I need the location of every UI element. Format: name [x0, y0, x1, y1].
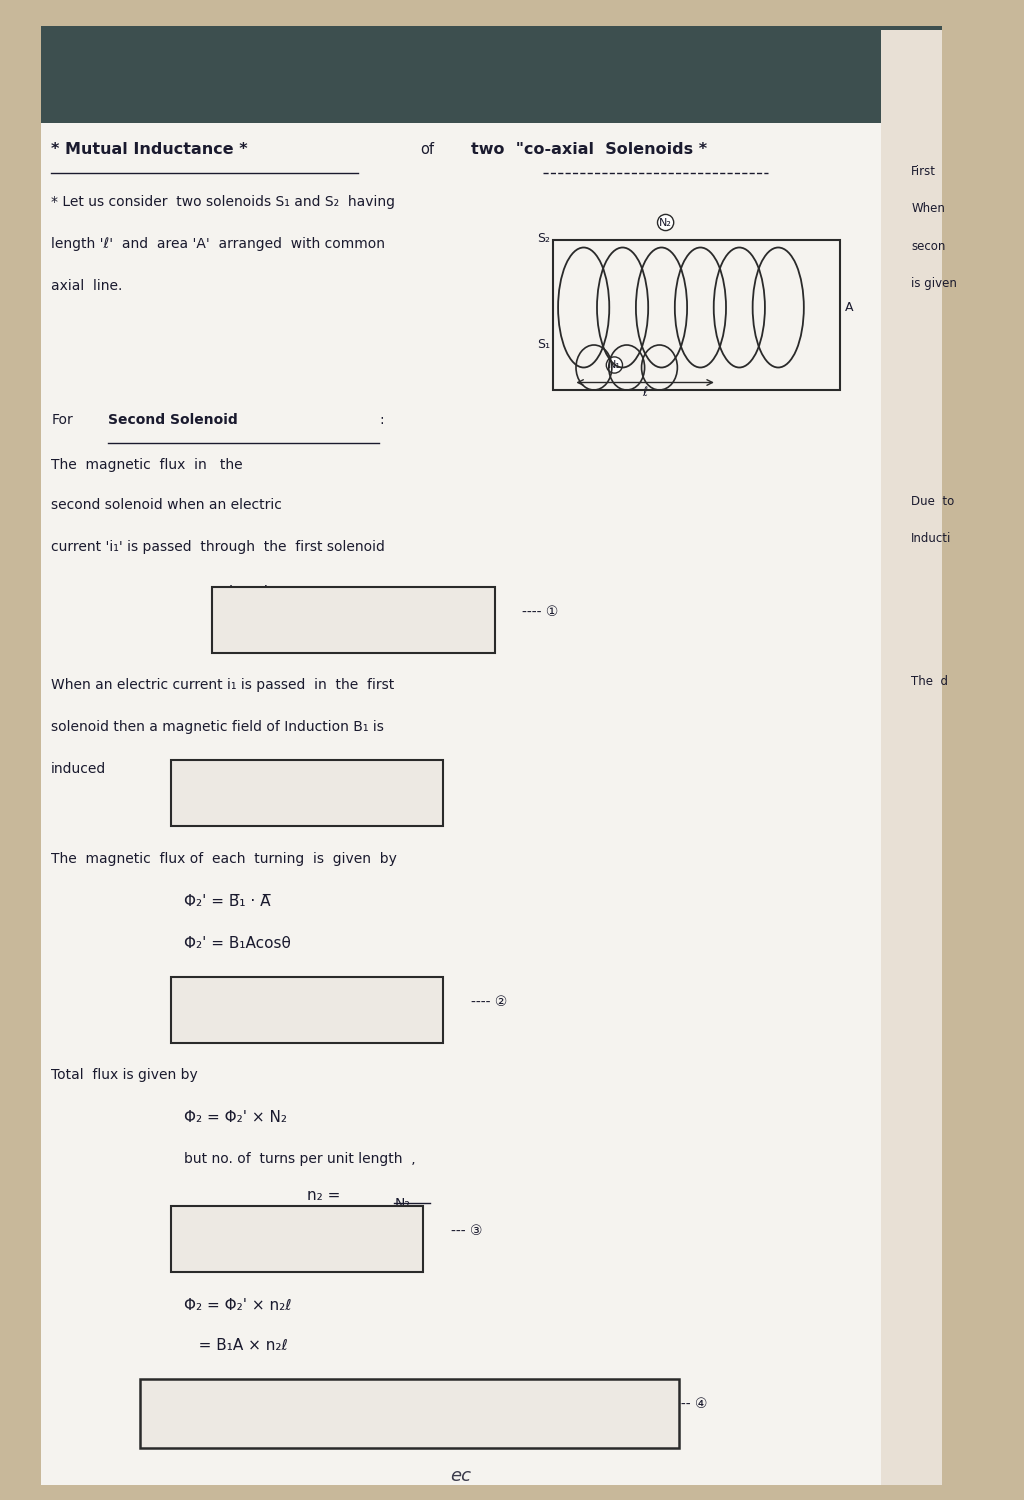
Text: second solenoid when an electric: second solenoid when an electric — [51, 498, 282, 512]
Text: Due  to: Due to — [911, 495, 954, 508]
FancyBboxPatch shape — [140, 1378, 679, 1448]
Text: S₂: S₂ — [538, 232, 551, 246]
Text: ---- ②: ---- ② — [471, 994, 508, 1008]
Text: solenoid then a magnetic field of Induction B₁ is: solenoid then a magnetic field of Induct… — [51, 720, 384, 734]
Text: two  "co-axial  Solenoids *: two "co-axial Solenoids * — [471, 142, 708, 158]
Text: Φ₂ = Φ₂' × n₂ℓ: Φ₂ = Φ₂' × n₂ℓ — [184, 1298, 292, 1312]
Text: induced: induced — [51, 762, 106, 776]
FancyBboxPatch shape — [212, 586, 495, 652]
Text: Φ₂' = B₁A: Φ₂' = B₁A — [195, 994, 272, 1010]
Text: N₂ = n₂ℓ: N₂ = n₂ℓ — [195, 1224, 262, 1239]
Text: N₂: N₂ — [394, 1197, 411, 1210]
Text: axial  line.: axial line. — [51, 279, 123, 292]
Text: When an electric current i₁ is passed  in  the  first: When an electric current i₁ is passed in… — [51, 678, 394, 692]
Bar — [881, 30, 942, 1485]
Text: secon: secon — [911, 240, 946, 254]
Text: B₁ = μ₀n₁i₁: B₁ = μ₀n₁i₁ — [195, 778, 284, 794]
Text: Total  flux is given by: Total flux is given by — [51, 1068, 198, 1082]
Text: Φ₂ ∝ i₁: Φ₂ ∝ i₁ — [225, 585, 274, 600]
Text: For: For — [51, 413, 73, 426]
Bar — [41, 30, 942, 1485]
FancyBboxPatch shape — [171, 976, 443, 1042]
Text: current 'i₁' is passed  through  the  first solenoid: current 'i₁' is passed through the first… — [51, 540, 385, 554]
Text: The  magnetic  flux of  each  turning  is  given  by: The magnetic flux of each turning is giv… — [51, 852, 397, 865]
Text: ec: ec — [451, 1467, 471, 1485]
Text: S₁: S₁ — [538, 338, 551, 351]
Bar — [41, 26, 942, 123]
Bar — [553, 240, 840, 390]
Text: but no. of  turns per unit length  ,: but no. of turns per unit length , — [184, 1152, 416, 1166]
Text: of: of — [420, 142, 434, 158]
Text: Φ₂ = (μ₀n₁n₂Aℓ) i₁: Φ₂ = (μ₀n₁n₂Aℓ) i₁ — [164, 1396, 323, 1414]
Text: N₂: N₂ — [659, 217, 672, 228]
Text: Φ₂ = M₂i₁: Φ₂ = M₂i₁ — [236, 604, 312, 619]
Text: ℓ: ℓ — [399, 1206, 406, 1219]
Text: = μ₀n₁i₁An₂ℓ: = μ₀n₁i₁An₂ℓ — [184, 1378, 291, 1394]
Text: * Mutual Inductance *: * Mutual Inductance * — [51, 142, 248, 158]
Text: :: : — [379, 413, 384, 426]
Text: length 'ℓ'  and  area 'A'  arranged  with common: length 'ℓ' and area 'A' arranged with co… — [51, 237, 385, 250]
Text: * Let us consider  two solenoids S₁ and S₂  having: * Let us consider two solenoids S₁ and S… — [51, 195, 395, 208]
Text: When: When — [911, 202, 945, 216]
Text: --- ④: --- ④ — [676, 1396, 708, 1410]
Text: The  magnetic  flux  in   the: The magnetic flux in the — [51, 458, 243, 471]
Text: ℓ: ℓ — [642, 386, 648, 399]
Text: N₁: N₁ — [608, 360, 621, 370]
Text: Second Solenoid: Second Solenoid — [108, 413, 238, 426]
Text: n₂ =: n₂ = — [307, 1188, 345, 1203]
Text: Inducti: Inducti — [911, 532, 951, 546]
Text: The  d: The d — [911, 675, 948, 688]
FancyBboxPatch shape — [171, 1206, 423, 1272]
Text: --- ③: --- ③ — [451, 1224, 482, 1238]
Text: flux is max if  θ = 0°: flux is max if θ = 0° — [184, 978, 327, 992]
Text: is given: is given — [911, 278, 957, 291]
Text: A: A — [845, 302, 853, 313]
Text: First: First — [911, 165, 936, 178]
Text: Φ₂' = B̅₁ · A̅: Φ₂' = B̅₁ · A̅ — [184, 894, 270, 909]
Text: Φ₂' = B₁Acosθ: Φ₂' = B₁Acosθ — [184, 936, 291, 951]
Text: = B₁A × n₂ℓ: = B₁A × n₂ℓ — [184, 1338, 288, 1353]
FancyBboxPatch shape — [171, 760, 443, 826]
Text: ---- ①: ---- ① — [522, 604, 559, 618]
Text: Φ₂ = Φ₂' × N₂: Φ₂ = Φ₂' × N₂ — [184, 1110, 288, 1125]
